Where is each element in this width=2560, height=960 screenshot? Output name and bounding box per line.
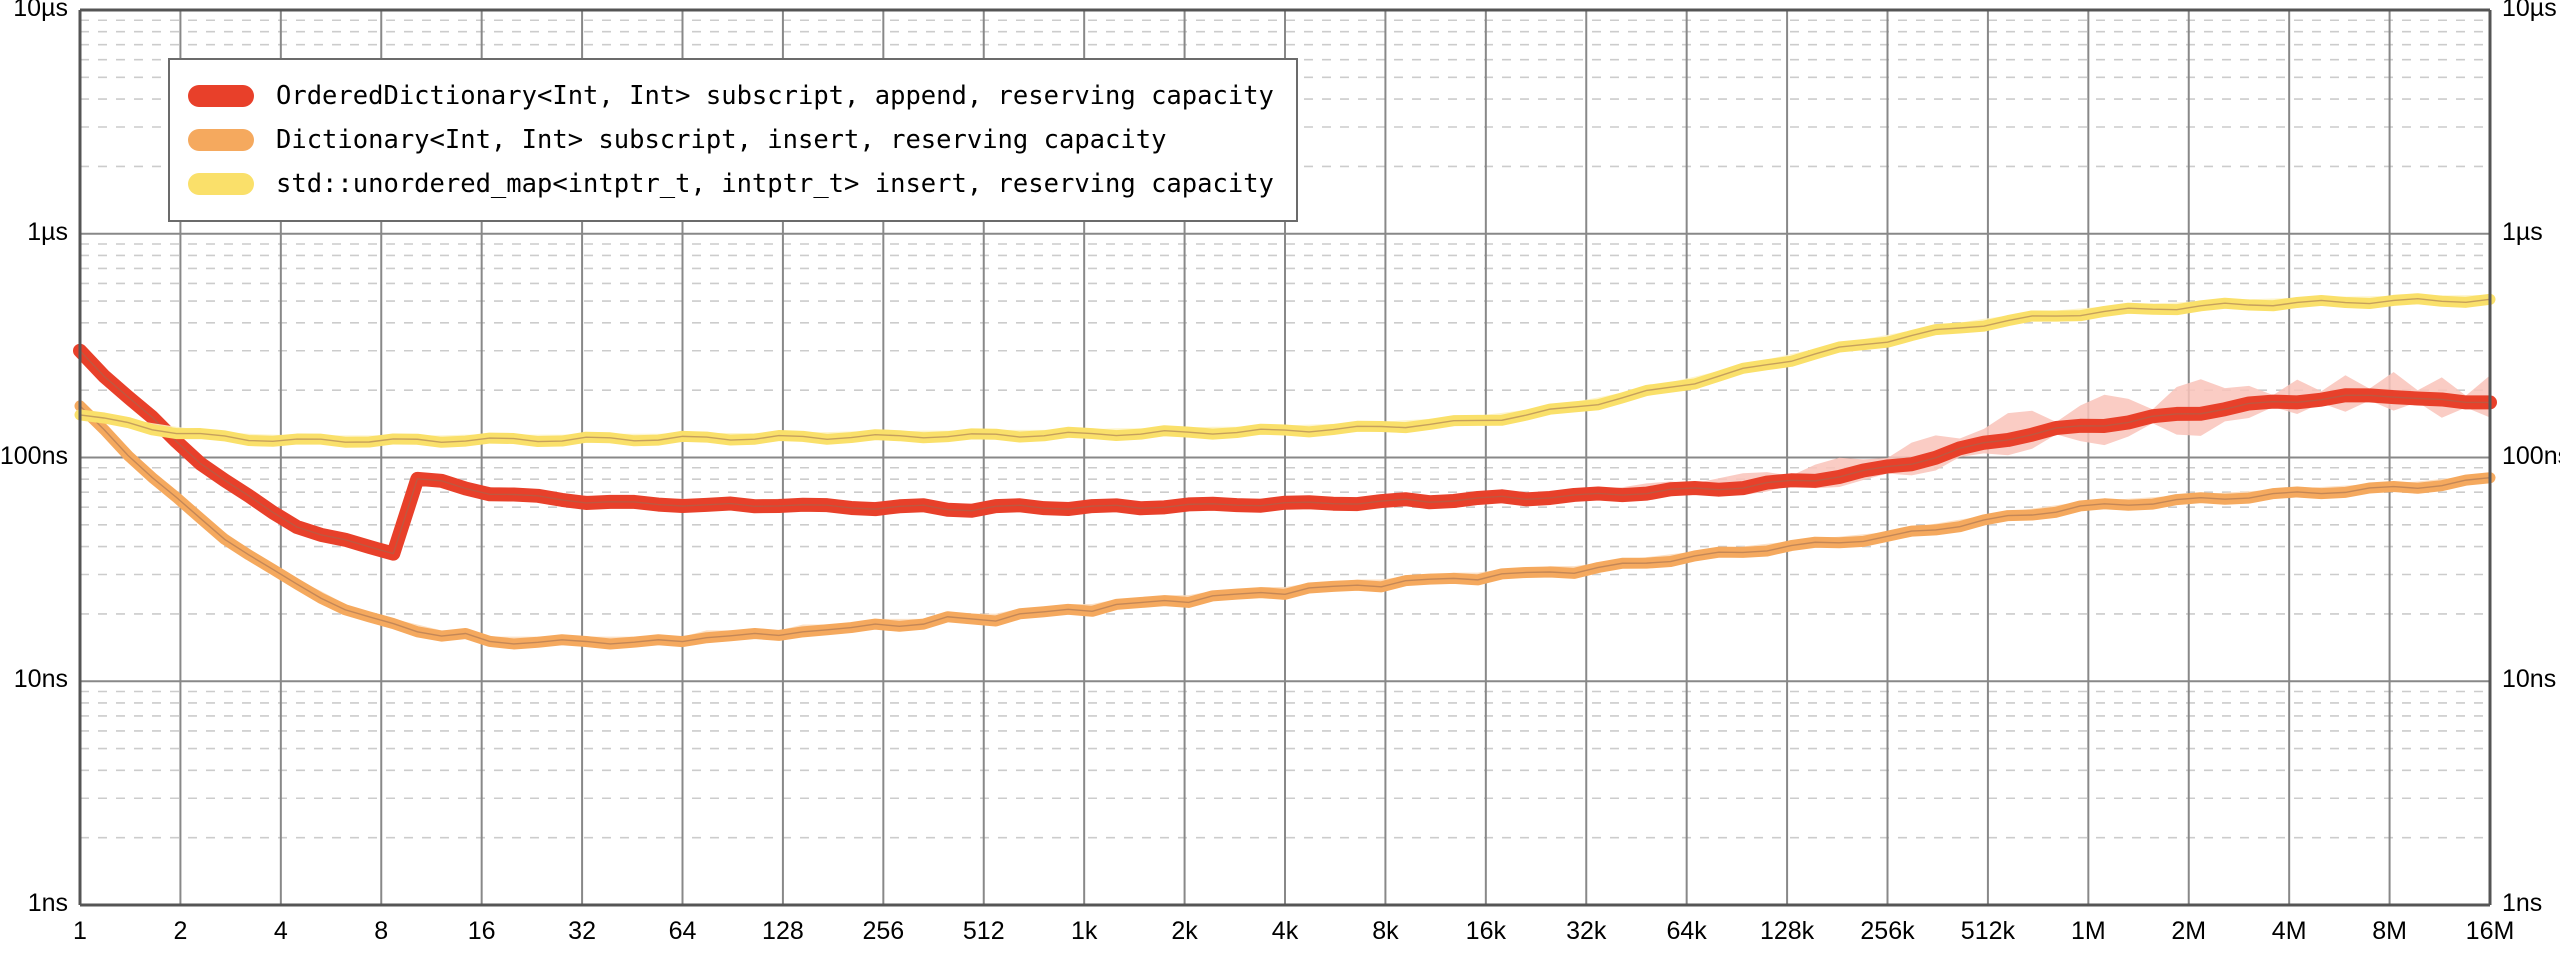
x-axis-tick-label: 8M (2372, 917, 2407, 945)
y-axis-tick-label: 100ns (0, 441, 68, 470)
legend-entry[interactable]: Dictionary<Int, Int> subscript, insert, … (188, 118, 1274, 162)
x-axis-tick-label: 4 (273, 917, 288, 945)
legend-entry[interactable]: OrderedDictionary<Int, Int> subscript, a… (188, 74, 1274, 118)
x-axis-tick-label: 32 (568, 917, 596, 945)
x-axis-tick-label: 8 (374, 917, 389, 945)
x-axis-tick-label: 128 (762, 917, 804, 945)
y-axis-tick-label: 1µs (27, 217, 68, 246)
legend-color-swatch-icon (188, 85, 254, 107)
x-axis-tick-label: 1k (1070, 917, 1098, 945)
x-axis-tick-label: 1 (73, 917, 87, 945)
x-axis-tick-label: 256 (862, 917, 905, 945)
legend-entry[interactable]: std::unordered_map<intptr_t, intptr_t> i… (188, 162, 1274, 206)
y-axis-tick-label: 1ns (2502, 889, 2543, 917)
legend-entry-label: OrderedDictionary<Int, Int> subscript, a… (276, 81, 1274, 111)
x-axis-tick-label: 16k (1465, 917, 1506, 945)
y-axis-tick-label: 10µs (13, 0, 68, 22)
x-axis-tick-label: 2k (1171, 917, 1198, 945)
y-axis-tick-label: 10µs (2502, 0, 2557, 22)
x-axis-tick-label: 4k (1271, 917, 1299, 945)
x-axis-tick-label: 16M (2465, 917, 2515, 945)
legend-entry-label: std::unordered_map<intptr_t, intptr_t> i… (276, 169, 1274, 199)
y-axis-tick-label: 10ns (2502, 665, 2557, 694)
y-axis-tick-label: 100ns (2502, 441, 2560, 470)
x-axis-tick-label: 1M (2070, 917, 2106, 945)
x-axis-tick-label: 8k (1372, 917, 1399, 945)
chart-legend: OrderedDictionary<Int, Int> subscript, a… (168, 58, 1298, 222)
x-axis-tick-label: 32k (1566, 917, 1607, 945)
legend-color-swatch-icon (188, 173, 254, 195)
legend-color-swatch-icon (188, 129, 254, 151)
x-axis-tick-label: 64 (668, 917, 697, 945)
x-axis-tick-label: 128k (1759, 917, 1815, 945)
x-axis-tick-label: 2M (2171, 917, 2207, 945)
y-axis-tick-label: 10ns (13, 665, 68, 694)
y-axis-tick-label: 1µs (2502, 217, 2543, 246)
x-axis-tick-label: 16 (467, 917, 496, 945)
x-axis-tick-label: 256k (1860, 917, 1915, 945)
legend-entry-label: Dictionary<Int, Int> subscript, insert, … (276, 125, 1167, 155)
x-axis-tick-label: 2 (173, 917, 188, 945)
x-axis-tick-label: 4M (2271, 917, 2307, 945)
y-axis-tick-label: 1ns (27, 889, 68, 917)
x-axis-tick-label: 512k (1960, 917, 2016, 945)
x-axis-tick-label: 64k (1666, 917, 1707, 945)
x-axis-tick-label: 512 (962, 917, 1005, 945)
